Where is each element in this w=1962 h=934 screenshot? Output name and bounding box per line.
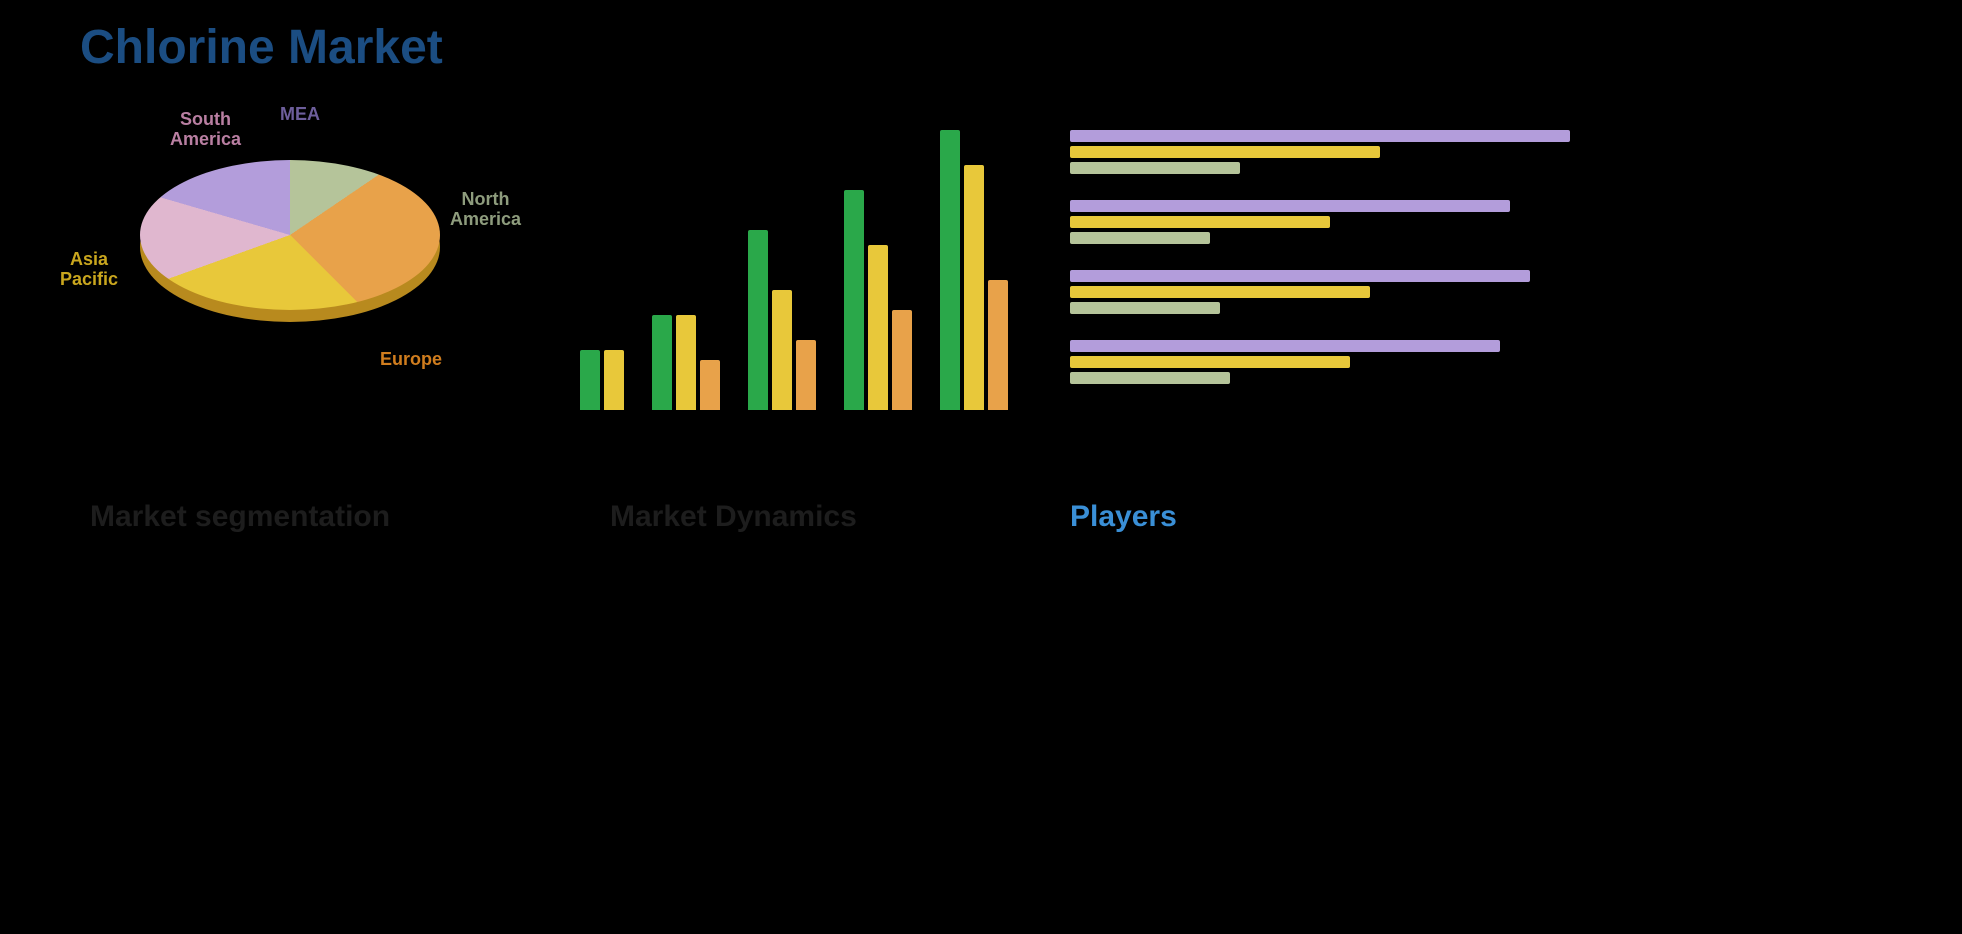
hbar bbox=[1070, 372, 1230, 384]
section-title-segmentation: Market segmentation bbox=[90, 500, 390, 534]
vbar bbox=[868, 245, 888, 410]
vbar bbox=[772, 290, 792, 410]
hbar bbox=[1070, 200, 1510, 212]
hbar bbox=[1070, 146, 1380, 158]
section-title-players: Players bbox=[1070, 500, 1177, 534]
horizontal-bar-chart bbox=[1070, 130, 1590, 384]
vbar bbox=[748, 230, 768, 410]
vbar bbox=[580, 350, 600, 410]
pie-label: AsiaPacific bbox=[60, 250, 118, 290]
bar-group bbox=[748, 230, 816, 410]
bar-group bbox=[652, 315, 720, 410]
pie-chart: NorthAmericaEuropeAsiaPacificSouthAmeric… bbox=[80, 120, 500, 400]
vbar bbox=[844, 190, 864, 410]
hbar bbox=[1070, 356, 1350, 368]
page-title: Chlorine Market bbox=[80, 20, 443, 75]
hbar-group bbox=[1070, 200, 1590, 244]
vbar bbox=[796, 340, 816, 410]
pie-3d bbox=[140, 160, 440, 330]
pie-label: MEA bbox=[280, 105, 320, 125]
bar-group bbox=[580, 350, 624, 410]
vbar bbox=[988, 280, 1008, 410]
hbar bbox=[1070, 216, 1330, 228]
bar-group bbox=[844, 190, 912, 410]
hbar-group bbox=[1070, 270, 1590, 314]
hbar bbox=[1070, 286, 1370, 298]
vbar bbox=[604, 350, 624, 410]
hbar bbox=[1070, 130, 1570, 142]
hbar-group bbox=[1070, 340, 1590, 384]
hbar bbox=[1070, 270, 1530, 282]
pie-label: NorthAmerica bbox=[450, 190, 521, 230]
pie-label: SouthAmerica bbox=[170, 110, 241, 150]
hbar bbox=[1070, 302, 1220, 314]
vbar bbox=[964, 165, 984, 410]
vbar bbox=[676, 315, 696, 410]
vbar bbox=[652, 315, 672, 410]
vertical-bar-chart bbox=[580, 110, 1010, 410]
hbar-group bbox=[1070, 130, 1590, 174]
pie-label: Europe bbox=[380, 350, 442, 370]
vbar bbox=[700, 360, 720, 410]
hbar bbox=[1070, 232, 1210, 244]
bar-group bbox=[940, 130, 1008, 410]
hbar bbox=[1070, 162, 1240, 174]
pie-top bbox=[140, 160, 440, 310]
vbar bbox=[940, 130, 960, 410]
vbar bbox=[892, 310, 912, 410]
hbar bbox=[1070, 340, 1500, 352]
section-title-dynamics: Market Dynamics bbox=[610, 500, 857, 534]
